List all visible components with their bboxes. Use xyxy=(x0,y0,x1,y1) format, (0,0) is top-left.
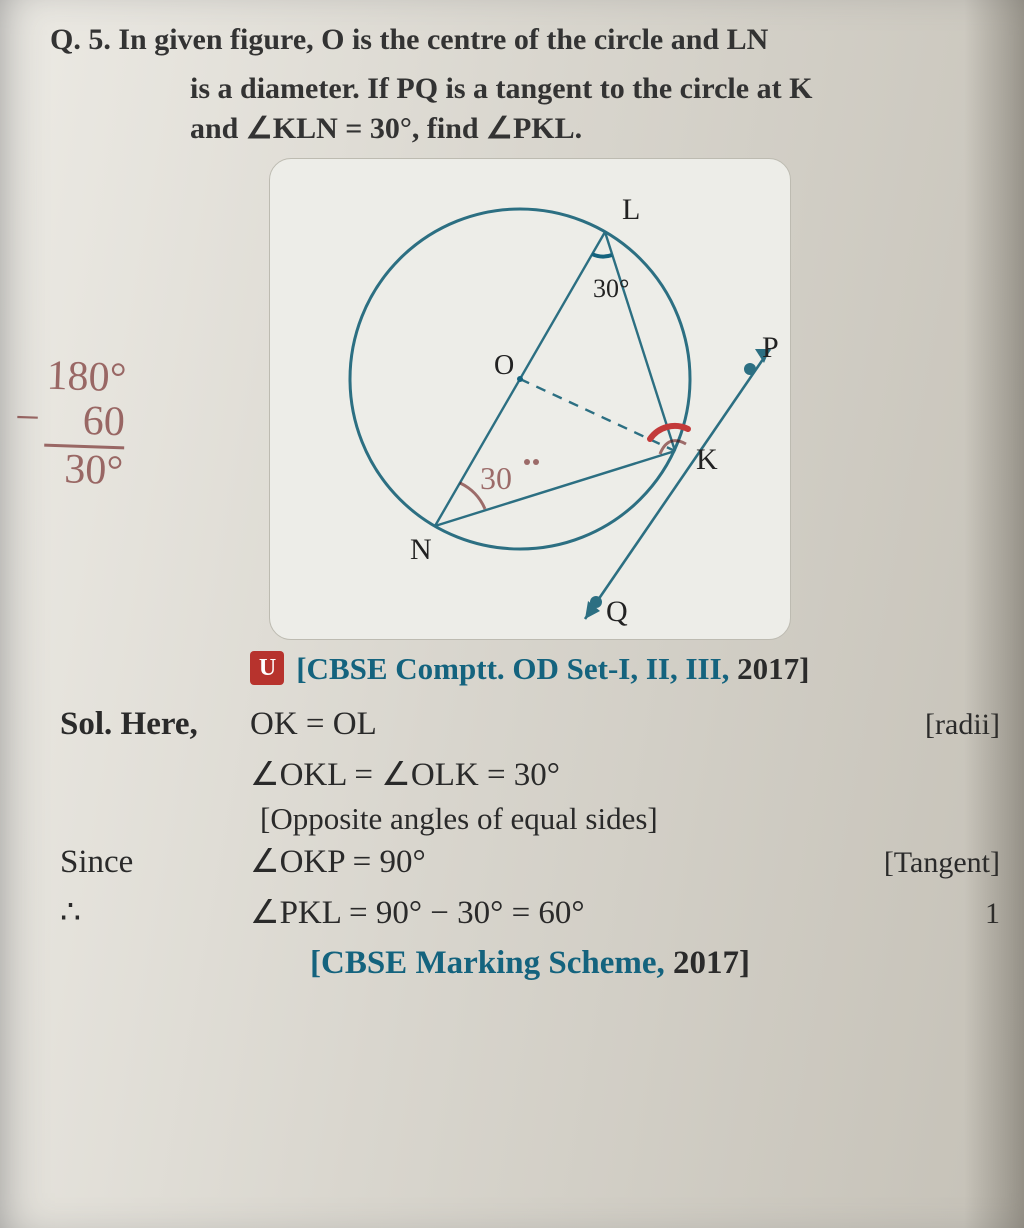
sol-eq-3: ∠OKP = 90° xyxy=(250,837,870,888)
degree-dot-icon xyxy=(524,459,530,465)
solution-row-3: Since ∠OKP = 90° [Tangent] xyxy=(60,837,1000,888)
angle-L-arc xyxy=(592,254,612,257)
angle-L-label: 30° xyxy=(593,274,629,303)
u-badge-icon: U xyxy=(250,651,284,685)
point-P-icon xyxy=(744,363,756,375)
sol-reason-2: [Opposite angles of equal sides] xyxy=(260,801,1000,837)
solution-row-2: ∠OKL = ∠OLK = 30° xyxy=(60,750,1000,801)
sol-here: Sol. Here, xyxy=(60,699,250,750)
handwritten-math: − 180° 60 30° xyxy=(43,354,128,494)
sol-reason-1: [radii] xyxy=(870,702,1000,749)
sol-reason-3: [Tangent] xyxy=(870,840,1000,887)
degree-dot-icon xyxy=(533,459,539,465)
sol-eq-4: ∠PKL = 90° − 30° = 60° xyxy=(250,888,870,939)
hw-top: 180° xyxy=(46,354,127,401)
marking-year: 2017] xyxy=(673,945,750,981)
label-P: P xyxy=(762,331,779,364)
label-N: N xyxy=(410,533,432,566)
question-line-1: Q. 5. In given figure, O is the centre o… xyxy=(120,20,1000,61)
source-year: 2017] xyxy=(737,651,809,686)
question-line-3: and ∠KLN = 30°, find ∠PKL. xyxy=(190,109,1000,150)
hw-mid: 60 xyxy=(44,398,125,445)
line-LK xyxy=(605,232,675,451)
sol-marks: 1 xyxy=(870,891,1000,938)
sol-eq-2: ∠OKL = ∠OLK = 30° xyxy=(250,750,870,801)
label-Q: Q xyxy=(606,595,628,628)
source-line: U [CBSE Comptt. OD Set-I, II, III, 2017] xyxy=(60,651,1000,687)
sol-therefore: ∴ xyxy=(60,888,250,939)
solution-row-1: Sol. Here, OK = OL [radii] xyxy=(60,699,1000,750)
marking-text: [CBSE Marking Scheme, xyxy=(310,945,665,981)
figure-container: 30° 30 L K N O P Q xyxy=(60,158,1000,645)
source-text: [CBSE Comptt. OD Set-I, II, III, xyxy=(296,651,729,686)
marking-scheme: [CBSE Marking Scheme, 2017] xyxy=(60,945,1000,982)
geometry-figure: 30° 30 L K N O P Q xyxy=(269,158,791,640)
label-L: L xyxy=(622,193,640,226)
sol-since: Since xyxy=(60,837,250,888)
point-O-icon xyxy=(517,376,523,382)
point-Q-icon xyxy=(590,596,602,608)
page: Q. 5. In given figure, O is the centre o… xyxy=(0,0,1024,1228)
question-text-1: In given figure, O is the centre of the … xyxy=(118,23,768,56)
angle-N-label: 30 xyxy=(480,460,512,496)
question-prefix: Q. 5. xyxy=(50,23,111,56)
line-PQ xyxy=(585,349,770,619)
label-O: O xyxy=(494,350,514,381)
sol-eq-1: OK = OL xyxy=(250,699,870,750)
solution-row-4: ∴ ∠PKL = 90° − 30° = 60° 1 xyxy=(60,888,1000,939)
hw-minus: − xyxy=(14,395,40,442)
hw-bottom: 30° xyxy=(43,447,124,494)
question-line-2: is a diameter. If PQ is a tangent to the… xyxy=(190,69,1000,110)
solution-block: Sol. Here, OK = OL [radii] ∠OKL = ∠OLK =… xyxy=(60,699,1000,983)
label-K: K xyxy=(696,443,718,476)
